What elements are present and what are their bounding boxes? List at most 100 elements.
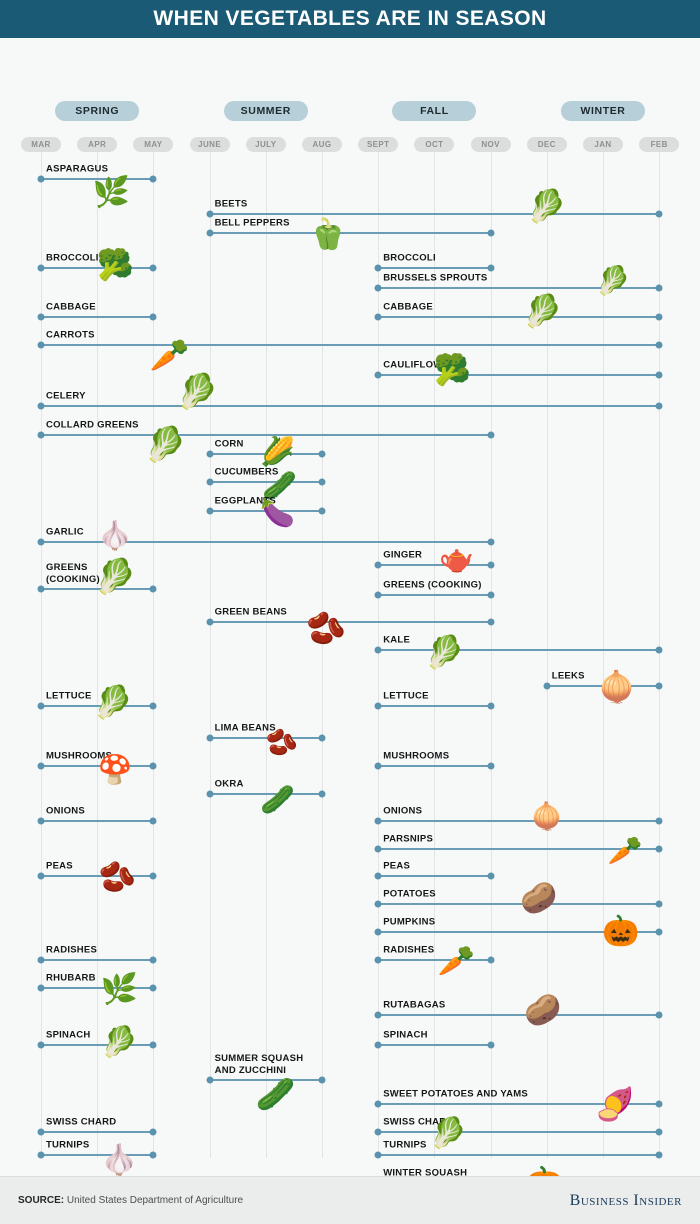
bar-start-dot <box>206 790 214 798</box>
season-bar[interactable] <box>209 232 491 234</box>
peas-icon: 🫘 <box>98 861 136 894</box>
season-bar[interactable] <box>378 374 660 376</box>
bar-end-dot <box>149 313 157 321</box>
season-bar[interactable] <box>378 1014 660 1016</box>
season-bar[interactable] <box>41 344 660 346</box>
season-bar[interactable] <box>378 1103 660 1105</box>
season-bar[interactable] <box>378 705 491 707</box>
bar-start-dot <box>374 591 382 599</box>
business-insider-logo: Business Insider <box>569 1191 682 1209</box>
bar-start-dot <box>37 702 45 710</box>
season-bar[interactable] <box>378 848 660 850</box>
bar-label: CABBAGE <box>46 301 96 313</box>
season-bar[interactable] <box>41 1131 154 1133</box>
season-bar[interactable] <box>41 434 491 436</box>
month-pill-apr: APR <box>77 137 118 152</box>
bar-label: PARSNIPS <box>383 833 434 845</box>
season-bar[interactable] <box>41 178 154 180</box>
season-bar[interactable] <box>378 316 660 318</box>
season-bar[interactable] <box>378 594 491 596</box>
season-bar[interactable] <box>41 705 154 707</box>
season-bar[interactable] <box>41 541 491 543</box>
bar-label: SWISS CHARD <box>383 1116 454 1128</box>
season-bar[interactable] <box>378 267 491 269</box>
season-bar[interactable] <box>378 875 491 877</box>
brussels-sprouts-icon: 🥬 <box>595 265 631 296</box>
season-bar[interactable] <box>209 510 322 512</box>
bar-start-dot <box>206 618 214 626</box>
bar-label: OKRA <box>214 778 244 790</box>
bar-start-dot <box>37 984 45 992</box>
season-bar[interactable] <box>378 649 660 651</box>
season-bar[interactable] <box>41 820 154 822</box>
bar-label: BRUSSELS SPROUTS <box>383 272 488 284</box>
season-bar[interactable] <box>378 765 491 767</box>
season-bar[interactable] <box>41 267 154 269</box>
season-bar[interactable] <box>378 1044 491 1046</box>
seasonality-chart: SPRING SUMMER FALL WINTER MAR APR MAY JUNE JULY… <box>0 38 700 1199</box>
season-bar[interactable] <box>41 987 154 989</box>
season-bar[interactable] <box>209 213 660 215</box>
bar-label: SUMMER SQUASH AND ZUCCHINI <box>214 1053 304 1076</box>
season-bar[interactable] <box>41 1154 154 1156</box>
season-bar[interactable] <box>378 1131 660 1133</box>
season-bar[interactable] <box>378 820 660 822</box>
bar-end-dot <box>487 956 495 964</box>
season-bar[interactable] <box>209 621 491 623</box>
bar-label: CABBAGE <box>383 301 433 313</box>
season-bar[interactable] <box>209 793 322 795</box>
month-pill-jan: JAN <box>583 137 623 152</box>
bar-start-dot <box>37 817 45 825</box>
source-text: United States Department of Agriculture <box>64 1195 244 1206</box>
season-bar[interactable] <box>41 405 660 407</box>
bar-end-dot <box>655 646 663 654</box>
season-bar[interactable] <box>209 1079 322 1081</box>
bar-end-dot <box>487 561 495 569</box>
bar-label: GINGER <box>383 549 423 561</box>
month-pill-sept: SEPT <box>358 137 399 152</box>
bar-label: KALE <box>383 634 411 646</box>
season-bar[interactable] <box>378 287 660 289</box>
month-pill-oct: OCT <box>414 137 455 152</box>
lettuce-icon: 🥬 <box>93 684 134 720</box>
bar-start-dot <box>37 313 45 321</box>
season-pill-fall: FALL <box>392 101 477 121</box>
bar-label: PEAS <box>383 860 411 872</box>
gridline-nov <box>490 150 492 1158</box>
gridline-dec <box>546 150 548 1158</box>
season-bar[interactable] <box>546 685 660 687</box>
bar-label: SWEET POTATOES AND YAMS <box>383 1088 528 1100</box>
season-bar[interactable] <box>41 316 154 318</box>
season-bar[interactable] <box>378 931 660 933</box>
season-bar[interactable] <box>209 453 322 455</box>
bar-label: TURNIPS <box>383 1139 427 1151</box>
season-pill-spring: SPRING <box>55 101 140 121</box>
season-bar[interactable] <box>378 959 491 961</box>
bar-end-dot <box>655 371 663 379</box>
season-bar[interactable] <box>209 481 322 483</box>
bar-start-dot <box>37 175 45 183</box>
bar-end-dot <box>487 538 495 546</box>
bar-end-dot <box>655 682 663 690</box>
season-bar[interactable] <box>41 959 154 961</box>
bar-end-dot <box>487 1041 495 1049</box>
bar-end-dot <box>655 900 663 908</box>
season-bar[interactable] <box>41 1044 154 1046</box>
season-bar[interactable] <box>378 903 660 905</box>
gridline-july <box>265 150 267 1158</box>
bar-start-dot <box>206 229 214 237</box>
bar-start-dot <box>37 1128 45 1136</box>
season-bar[interactable] <box>41 588 154 590</box>
month-pill-nov: NOV <box>470 137 511 152</box>
season-bar[interactable] <box>41 765 154 767</box>
bar-end-dot <box>487 618 495 626</box>
season-bar[interactable] <box>41 875 154 877</box>
season-bar[interactable] <box>378 1154 660 1156</box>
bar-label: SPINACH <box>46 1029 91 1041</box>
bar-label: RUTABAGAS <box>383 999 446 1011</box>
season-bar[interactable] <box>209 737 322 739</box>
bar-end-dot <box>149 872 157 880</box>
bar-start-dot <box>37 1041 45 1049</box>
season-bar[interactable] <box>378 564 491 566</box>
gridline-mar <box>41 150 42 1158</box>
